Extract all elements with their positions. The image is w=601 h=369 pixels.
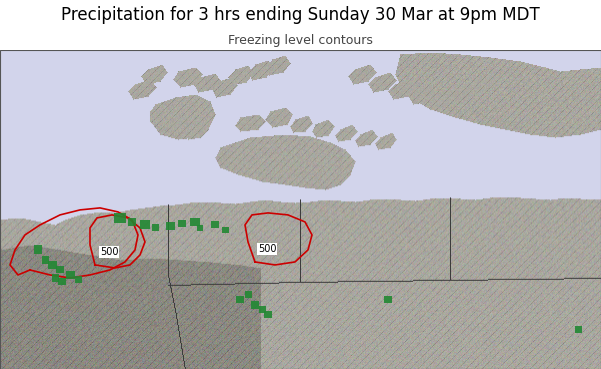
Bar — [211, 221, 219, 228]
Bar — [128, 218, 136, 226]
Text: 500: 500 — [100, 247, 118, 257]
Bar — [190, 218, 200, 226]
Bar — [140, 220, 150, 229]
Text: Freezing level contours: Freezing level contours — [228, 34, 373, 47]
Bar — [48, 261, 57, 269]
Text: Precipitation for 3 hrs ending Sunday 30 Mar at 9pm MDT: Precipitation for 3 hrs ending Sunday 30… — [61, 6, 540, 24]
Bar — [152, 224, 159, 231]
Bar — [197, 225, 203, 231]
Bar — [222, 227, 229, 233]
Bar — [575, 326, 582, 333]
Text: 500: 500 — [258, 244, 276, 254]
Bar — [259, 306, 266, 313]
Bar — [58, 278, 66, 285]
Bar — [178, 220, 186, 227]
Bar — [384, 296, 392, 303]
Bar — [114, 213, 126, 223]
Bar — [42, 256, 49, 264]
Bar — [66, 271, 75, 279]
Bar — [236, 296, 244, 303]
Bar — [75, 276, 82, 283]
Bar — [251, 301, 259, 309]
Bar — [245, 291, 252, 298]
Bar — [52, 274, 59, 282]
Bar — [166, 222, 175, 230]
Bar — [264, 311, 272, 318]
Bar — [34, 245, 42, 254]
Bar — [56, 266, 64, 273]
